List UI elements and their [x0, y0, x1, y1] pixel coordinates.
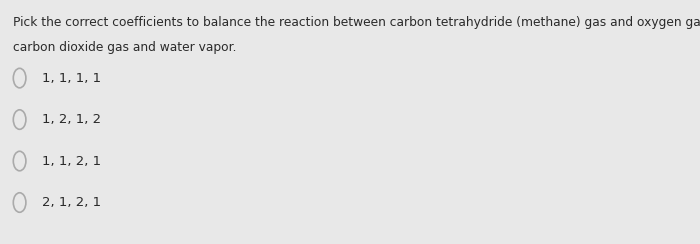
Text: 1, 2, 1, 2: 1, 2, 1, 2 — [42, 113, 101, 126]
Text: 1, 1, 2, 1: 1, 1, 2, 1 — [42, 154, 101, 168]
Text: carbon dioxide gas and water vapor.: carbon dioxide gas and water vapor. — [13, 41, 236, 54]
Text: 1, 1, 1, 1: 1, 1, 1, 1 — [42, 71, 101, 85]
Text: Pick the correct coefficients to balance the reaction between carbon tetrahydrid: Pick the correct coefficients to balance… — [13, 16, 700, 29]
Text: 2, 1, 2, 1: 2, 1, 2, 1 — [42, 196, 101, 209]
